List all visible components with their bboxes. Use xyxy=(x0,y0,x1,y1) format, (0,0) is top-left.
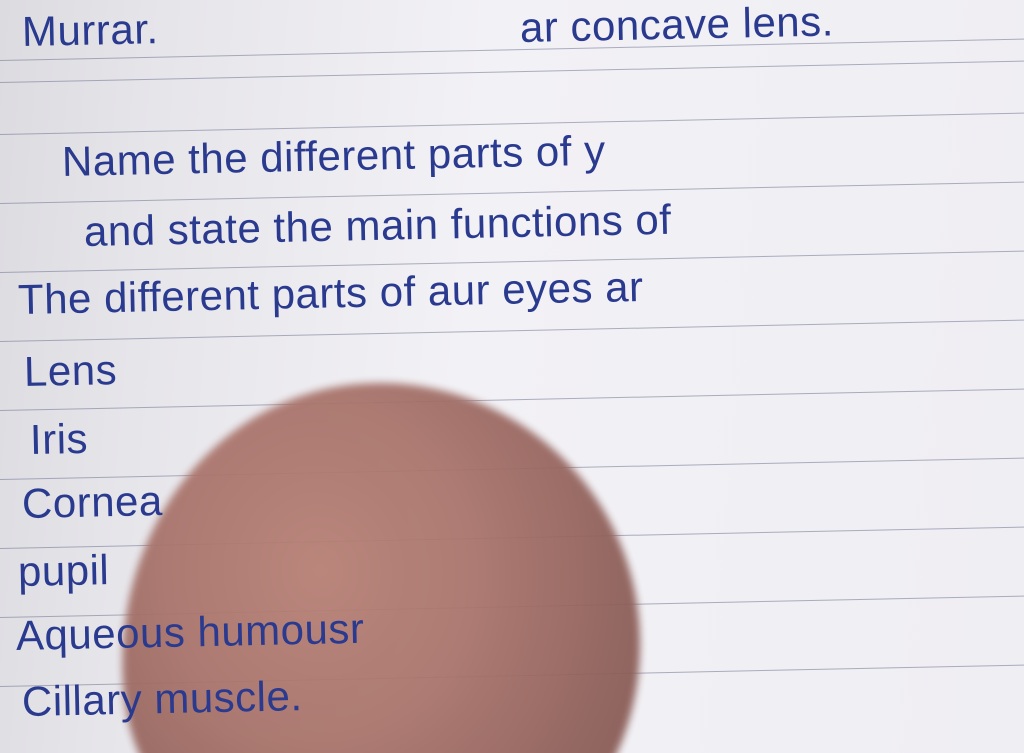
handwriting-line: Aqueous humousr xyxy=(15,605,364,660)
handwriting-line: Cornea xyxy=(21,477,163,528)
top-fragment-left: Murrar. xyxy=(21,5,158,56)
handwriting-line: Cillary muscle. xyxy=(21,672,302,726)
rule-line xyxy=(0,387,1024,411)
rule-line xyxy=(0,59,1024,83)
paper-background: Murrar. ar concave lens. Name the differ… xyxy=(0,0,1024,753)
handwriting-line: Iris xyxy=(29,415,88,464)
handwriting-line: pupil xyxy=(17,546,109,596)
rule-line xyxy=(0,318,1024,342)
top-fragment-right: ar concave lens. xyxy=(519,0,834,52)
handwriting-line: Lens xyxy=(23,346,117,396)
